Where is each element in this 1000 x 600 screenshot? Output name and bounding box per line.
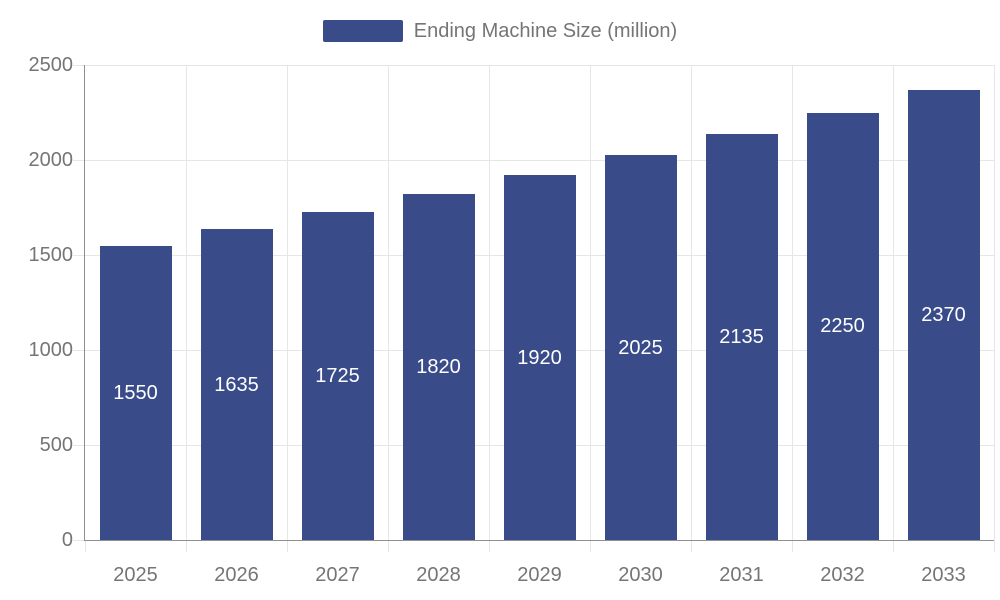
bar-value-label: 1635	[214, 373, 259, 396]
gridline-vertical	[791, 65, 793, 540]
bar-value-label: 2250	[820, 315, 865, 338]
y-axis-tick	[73, 254, 85, 256]
x-tick-label: 2028	[416, 564, 461, 586]
y-axis-line	[84, 65, 85, 541]
x-axis-tick	[84, 540, 86, 552]
gridline-vertical	[690, 65, 692, 540]
y-tick-label: 1000	[28, 339, 74, 361]
x-axis-tick	[993, 540, 995, 552]
bar-value-label: 1550	[113, 381, 158, 404]
y-tick-label: 0	[61, 529, 73, 551]
y-tick-label: 2000	[28, 149, 74, 171]
bar-2028[interactable]	[402, 194, 475, 540]
gridline-vertical	[589, 65, 591, 540]
y-axis-tick	[73, 349, 85, 351]
bar-2032[interactable]	[806, 112, 879, 540]
bar-2030[interactable]	[604, 155, 677, 540]
x-tick-label: 2025	[113, 564, 158, 586]
x-tick-label: 2027	[315, 564, 360, 586]
bar-value-label: 1920	[517, 346, 562, 369]
x-axis-tick	[690, 540, 692, 552]
legend-label: Ending Machine Size (million)	[413, 19, 678, 42]
legend-swatch	[322, 20, 403, 42]
gridline-horizontal	[85, 159, 994, 161]
x-axis-tick	[185, 540, 187, 552]
x-axis-tick	[892, 540, 894, 552]
x-tick-label: 2033	[921, 564, 966, 586]
x-axis-tick	[488, 540, 490, 552]
x-axis-tick	[791, 540, 793, 552]
gridline-horizontal	[85, 64, 994, 66]
x-axis-tick	[589, 540, 591, 552]
y-tick-label: 1500	[28, 244, 74, 266]
y-axis-tick	[73, 444, 85, 446]
bar-value-label: 1725	[315, 365, 360, 388]
gridline-vertical	[892, 65, 894, 540]
y-axis-tick	[73, 64, 85, 66]
bar-2026[interactable]	[200, 229, 273, 540]
bar-2025[interactable]	[99, 245, 172, 540]
gridline-vertical	[993, 65, 995, 540]
x-axis-tick	[387, 540, 389, 552]
gridline-vertical	[488, 65, 490, 540]
y-axis-tick	[73, 159, 85, 161]
gridline-vertical	[387, 65, 389, 540]
x-tick-label: 2032	[820, 564, 865, 586]
bar-value-label: 1820	[416, 356, 461, 379]
y-tick-label: 2500	[28, 54, 74, 76]
x-tick-label: 2030	[618, 564, 663, 586]
bar-value-label: 2025	[618, 336, 663, 359]
bar-value-label: 2135	[719, 326, 764, 349]
gridline-vertical	[185, 65, 187, 540]
x-axis-tick	[286, 540, 288, 552]
x-tick-label: 2031	[719, 564, 764, 586]
legend[interactable]: Ending Machine Size (million)	[0, 18, 1000, 44]
gridline-vertical	[286, 65, 288, 540]
x-tick-label: 2029	[517, 564, 562, 586]
bar-2033[interactable]	[907, 89, 980, 540]
y-tick-label: 500	[39, 434, 73, 456]
bar-value-label: 2370	[921, 303, 966, 326]
y-axis-tick	[73, 539, 85, 541]
bar-2027[interactable]	[301, 212, 374, 540]
bar-2029[interactable]	[503, 175, 576, 540]
bar-2031[interactable]	[705, 134, 778, 540]
x-tick-label: 2026	[214, 564, 259, 586]
x-axis-line	[84, 540, 994, 541]
